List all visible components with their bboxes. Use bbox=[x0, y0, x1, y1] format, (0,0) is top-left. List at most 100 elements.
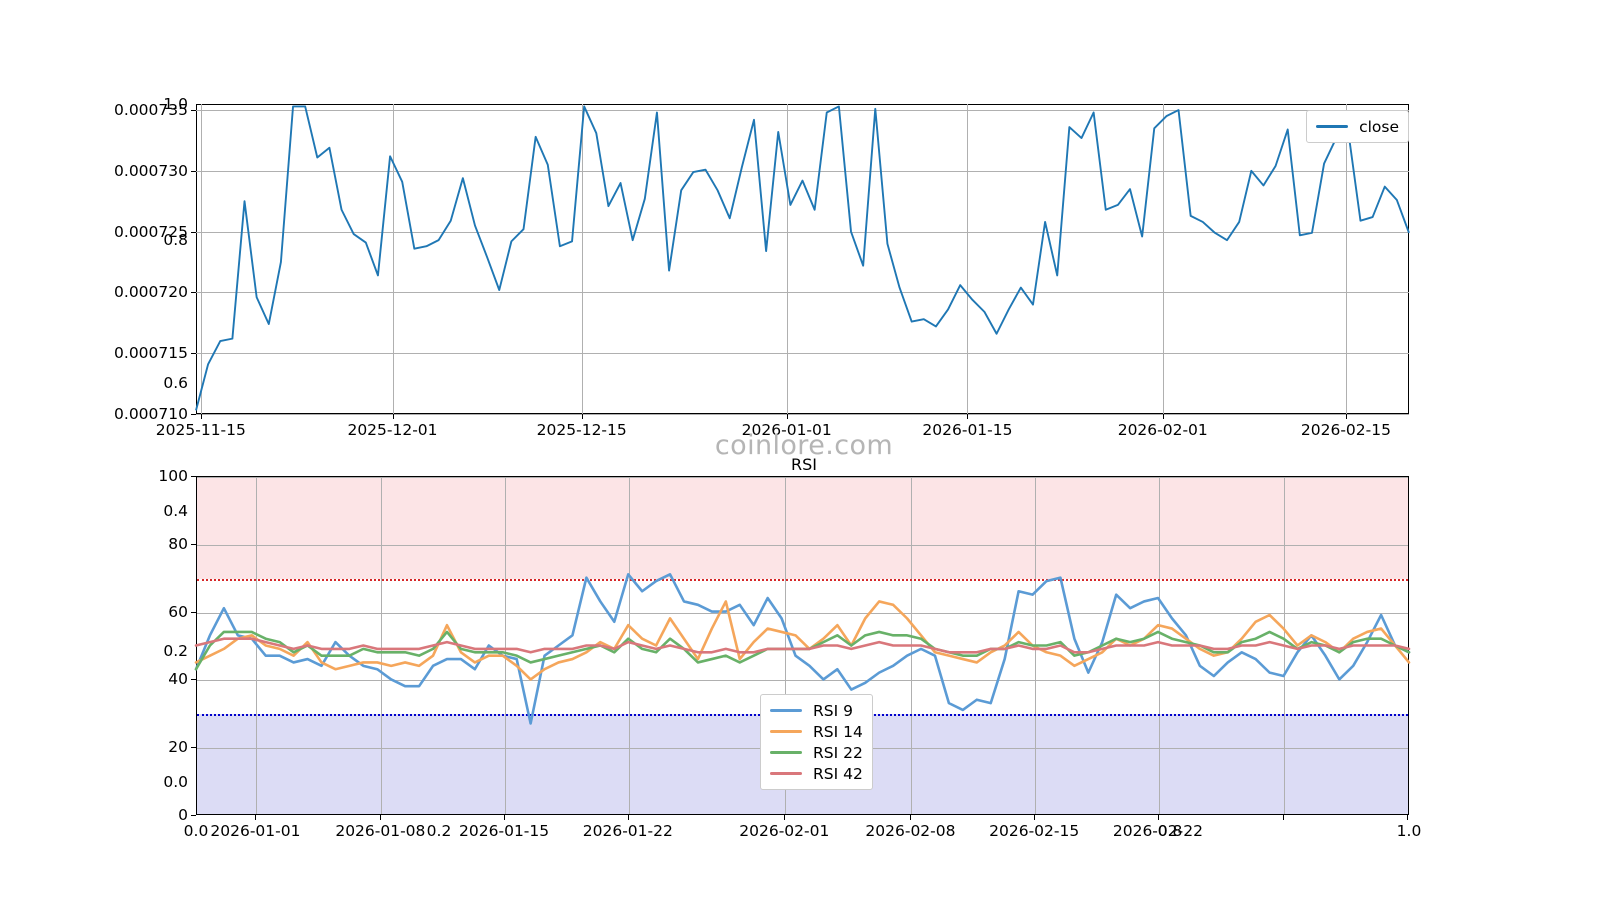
y-tickmark bbox=[191, 679, 196, 681]
gridline-vertical bbox=[581, 104, 583, 414]
legend-color-swatch bbox=[770, 772, 802, 775]
gridline-horizontal bbox=[196, 110, 1409, 112]
gridline-horizontal bbox=[196, 292, 1409, 294]
y-tickmark bbox=[191, 170, 196, 172]
legend-item[interactable]: close bbox=[1316, 116, 1399, 137]
gridline-horizontal bbox=[197, 612, 1408, 614]
rsi-x-tick-label: 2026-01-15 bbox=[459, 822, 550, 840]
rsi-panel-title: RSI bbox=[791, 455, 817, 474]
gridline-vertical bbox=[1162, 104, 1164, 414]
y-tickmark bbox=[191, 292, 196, 294]
legend-item[interactable]: RSI 22 bbox=[770, 742, 863, 763]
watermark-coinlore: coinlore.com bbox=[714, 430, 894, 461]
rsi-x-tick-label: 2026-02-15 bbox=[989, 822, 1080, 840]
rsi-x-tick-label: 2026-02-08 bbox=[865, 822, 956, 840]
rsi-legend[interactable]: RSI 9 RSI 14 RSI 22 RSI 42 bbox=[760, 694, 873, 790]
gridline-vertical bbox=[785, 477, 787, 814]
price-x-tick-label: 2026-01-01 bbox=[741, 421, 832, 439]
y-tickmark bbox=[191, 815, 196, 816]
price-line-series bbox=[195, 105, 1410, 411]
rsi-x-tick-label-secondary: 0.2 bbox=[426, 822, 452, 840]
rsi-y-tick-label: 80 bbox=[168, 534, 188, 553]
price-chart-panel: 0.000710 0.000715 0.000720 0.000725 0.000730… bbox=[0, 0, 1600, 439]
rsi-x-tick-label-secondary: 0.8 bbox=[1157, 822, 1183, 840]
gridline-vertical bbox=[505, 477, 507, 814]
y-tickmark bbox=[191, 353, 196, 355]
legend-item[interactable]: RSI 42 bbox=[770, 763, 863, 784]
y-tickmark bbox=[191, 110, 196, 112]
rsi-overbought-band bbox=[197, 477, 1408, 579]
price-y-tick-label: 0.000715 bbox=[114, 344, 188, 363]
legend-item-label: close bbox=[1359, 117, 1399, 136]
x-tickmark bbox=[1162, 414, 1164, 419]
gridline-vertical bbox=[200, 104, 202, 414]
rsi-x-tick-label: 2026-02-01 bbox=[739, 822, 830, 840]
gridline-horizontal bbox=[197, 477, 1408, 478]
gridline-vertical bbox=[392, 104, 394, 414]
rsi-y-tick-label: 20 bbox=[168, 738, 188, 757]
gridline-vertical bbox=[628, 477, 630, 814]
price-y-tick-label: 0.000710 bbox=[114, 405, 188, 423]
price-x-tick-label: 2026-02-15 bbox=[1300, 421, 1391, 439]
price-y-tick-label: 0.000735 bbox=[114, 101, 188, 120]
x-tickmark bbox=[200, 414, 202, 419]
rsi-x-tick-label: 2026-02-22 bbox=[1112, 822, 1203, 840]
price-x-tick-label: 2025-11-15 bbox=[155, 421, 246, 439]
rsi-y-tick-label-secondary: 0.2 bbox=[163, 642, 188, 660]
rsi-x-tick-label: 2026-01-01 bbox=[210, 822, 301, 840]
legend-item[interactable]: RSI 14 bbox=[770, 721, 863, 742]
legend-item[interactable]: RSI 9 bbox=[770, 700, 863, 721]
x-tickmark bbox=[967, 414, 969, 419]
gridline-horizontal bbox=[196, 414, 1409, 415]
rsi-y-tick-label: 100 bbox=[158, 467, 188, 485]
rsi-y-tick-label: 0 bbox=[178, 806, 188, 824]
legend-color-swatch bbox=[1316, 125, 1349, 128]
rsi-overbought-line bbox=[197, 578, 1408, 581]
rsi-x-tick-label: 2026-01-08 bbox=[335, 822, 426, 840]
gridline-horizontal bbox=[196, 353, 1409, 355]
x-tickmark bbox=[1157, 815, 1159, 820]
y-tickmark bbox=[191, 231, 196, 233]
rsi-x-tick-label-secondary: 1.0 bbox=[1396, 822, 1422, 840]
gridline-vertical bbox=[967, 104, 969, 414]
price-y-tick-label: 0.000725 bbox=[114, 222, 188, 241]
gridline-horizontal bbox=[196, 170, 1409, 172]
x-tickmark bbox=[392, 414, 394, 419]
x-tickmark bbox=[581, 414, 583, 419]
gridline-vertical bbox=[381, 477, 383, 814]
x-tickmark bbox=[910, 815, 912, 820]
x-tickmark bbox=[504, 815, 506, 820]
price-x-tick-label: 2026-02-01 bbox=[1117, 421, 1208, 439]
price-y-tick-label-secondary: 0.6 bbox=[163, 374, 188, 392]
price-legend[interactable]: close bbox=[1306, 110, 1409, 143]
price-y-tick-label: 0.000720 bbox=[114, 283, 188, 302]
legend-color-swatch bbox=[770, 751, 802, 754]
x-tickmark bbox=[1282, 815, 1284, 820]
rsi-line-rsi-9 bbox=[194, 573, 1411, 725]
price-y-tick-label-secondary: 0.8 bbox=[163, 231, 188, 249]
rsi-line-rsi-42 bbox=[194, 637, 1411, 654]
legend-item-label: RSI 9 bbox=[813, 701, 853, 720]
price-y-tick-label: 0.000730 bbox=[114, 161, 188, 180]
rsi-x-tick-label: 2026-01-22 bbox=[582, 822, 673, 840]
rsi-chart-panel: coinlore.com RSI 0 20 40 60 80 100 0.0 0.2 0.4 … bbox=[0, 430, 1600, 900]
y-tickmark bbox=[191, 476, 196, 477]
rsi-y-tick-label-secondary: 0.4 bbox=[163, 502, 188, 520]
gridline-horizontal bbox=[197, 680, 1408, 682]
x-tickmark bbox=[1406, 815, 1408, 820]
rsi-y-tick-label: 60 bbox=[168, 602, 188, 621]
rsi-y-tick-label-secondary: 0.0 bbox=[163, 773, 188, 791]
y-tickmark bbox=[191, 543, 196, 545]
y-tickmark bbox=[191, 747, 196, 749]
gridline-vertical bbox=[786, 104, 788, 414]
y-tickmark bbox=[191, 414, 196, 415]
price-plot-area bbox=[196, 104, 1409, 414]
legend-color-swatch bbox=[770, 730, 802, 733]
gridline-horizontal bbox=[196, 231, 1409, 233]
y-tickmark bbox=[191, 611, 196, 613]
legend-color-swatch bbox=[770, 709, 802, 712]
x-tickmark bbox=[627, 815, 629, 820]
x-tickmark bbox=[255, 815, 257, 820]
x-tickmark bbox=[1345, 414, 1347, 419]
